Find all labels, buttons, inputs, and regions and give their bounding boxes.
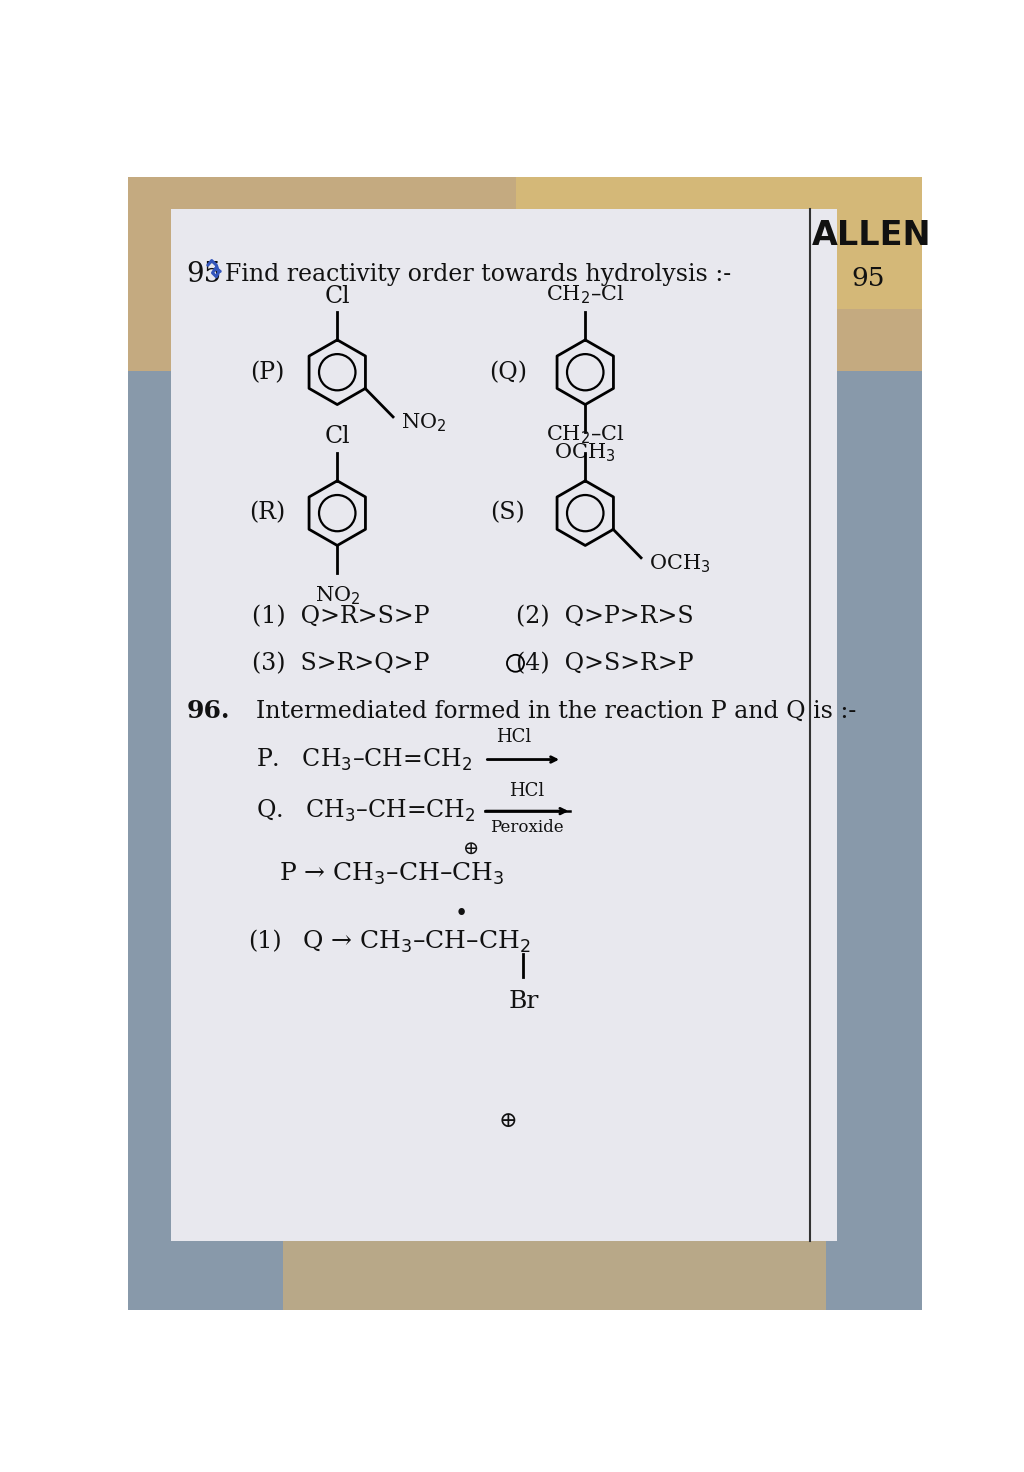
Text: (1): (1) (248, 930, 282, 954)
Text: Find reactivity order towards hydrolysis :-: Find reactivity order towards hydrolysis… (225, 263, 731, 286)
Text: NO$_2$: NO$_2$ (400, 412, 446, 434)
Text: 96.: 96. (186, 699, 229, 723)
Text: CH$_2$–Cl: CH$_2$–Cl (546, 283, 625, 306)
Text: (R): (R) (250, 502, 286, 524)
Text: CH$_2$–Cl: CH$_2$–Cl (546, 424, 625, 446)
Text: P → CH$_3$–CH–CH$_3$: P → CH$_3$–CH–CH$_3$ (280, 861, 505, 888)
Bar (128, 177, 283, 1310)
Text: 95: 95 (186, 261, 221, 289)
Text: Cl: Cl (325, 425, 350, 449)
Text: HCl: HCl (510, 782, 545, 801)
Text: HCl: HCl (497, 727, 531, 746)
Text: 95: 95 (851, 266, 885, 291)
Text: Intermediated formed in the reaction P and Q is :-: Intermediated formed in the reaction P a… (256, 699, 856, 723)
Text: (S): (S) (490, 502, 525, 524)
Bar (128, 177, 922, 371)
Text: ALLEN: ALLEN (812, 219, 932, 252)
Text: NO$_2$: NO$_2$ (314, 584, 360, 606)
Text: Q → CH$_3$–CH–CH$_2$: Q → CH$_3$–CH–CH$_2$ (302, 929, 531, 955)
Text: P.   CH$_3$–CH=CH$_2$: P. CH$_3$–CH=CH$_2$ (256, 746, 472, 773)
Text: Q.   CH$_3$–CH=CH$_2$: Q. CH$_3$–CH=CH$_2$ (256, 798, 475, 824)
Text: Br: Br (508, 989, 539, 1013)
Text: OCH$_3$: OCH$_3$ (554, 442, 616, 464)
Bar (825, 177, 922, 1310)
Text: •: • (455, 904, 468, 924)
Text: (3)  S>R>Q>P: (3) S>R>Q>P (252, 652, 429, 674)
Text: (4)  Q>S>R>P: (4) Q>S>R>P (515, 652, 693, 674)
Text: (Q): (Q) (488, 361, 526, 384)
Text: (2)  Q>P>R>S: (2) Q>P>R>S (515, 605, 693, 629)
Bar (171, 209, 838, 1241)
Text: OCH$_3$: OCH$_3$ (649, 552, 711, 576)
Text: (P): (P) (250, 361, 285, 384)
Text: Peroxide: Peroxide (490, 818, 564, 836)
Text: ⊕: ⊕ (499, 1110, 517, 1132)
Text: Cl: Cl (325, 284, 350, 308)
Text: (1)  Q>R>S>P: (1) Q>R>S>P (252, 605, 430, 629)
Text: ⊕: ⊕ (463, 839, 479, 857)
Bar (515, 177, 922, 309)
